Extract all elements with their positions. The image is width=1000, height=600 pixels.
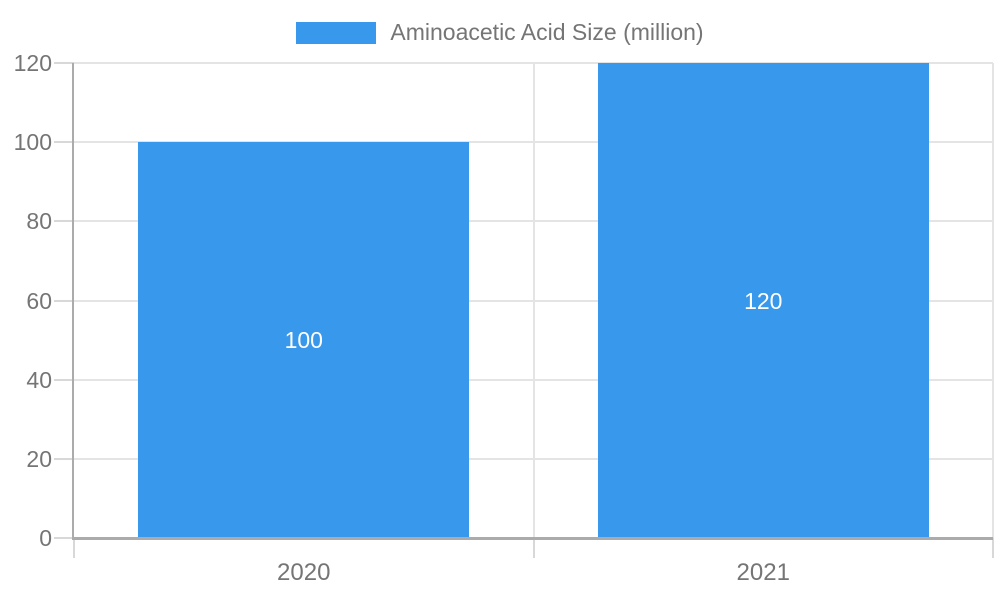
y-axis-tick — [54, 378, 74, 381]
x-axis-tick — [532, 538, 535, 558]
y-axis-tick — [54, 299, 74, 302]
y-tick-label: 0 — [39, 525, 52, 551]
y-tick-label: 60 — [26, 287, 52, 314]
gridline-vertical — [992, 63, 994, 538]
y-axis-tick — [54, 537, 74, 539]
x-axis-tick — [992, 538, 994, 558]
legend[interactable]: Aminoacetic Acid Size (million) — [0, 19, 1000, 46]
y-axis-tick — [54, 62, 74, 64]
y-tick-label: 120 — [13, 50, 52, 76]
x-tick-label: 2020 — [277, 559, 331, 586]
y-tick-label: 80 — [26, 208, 52, 235]
y-tick-label: 20 — [26, 445, 52, 472]
legend-label: Aminoacetic Acid Size (million) — [390, 19, 704, 45]
x-axis-line — [72, 537, 993, 540]
x-axis-tick — [73, 538, 75, 558]
y-tick-label: 100 — [13, 129, 52, 156]
legend-swatch-icon — [296, 21, 377, 44]
bar[interactable] — [138, 142, 470, 538]
gridline-vertical — [532, 63, 535, 538]
bar-value-label: 100 — [284, 327, 323, 354]
x-tick-label: 2021 — [736, 559, 790, 586]
y-axis-line — [72, 63, 74, 538]
y-axis-tick — [54, 141, 74, 144]
bar[interactable] — [597, 63, 929, 538]
y-tick-label: 40 — [26, 366, 52, 393]
y-axis-tick — [54, 457, 74, 460]
bar-value-label: 120 — [744, 287, 783, 314]
y-axis-tick — [54, 220, 74, 223]
